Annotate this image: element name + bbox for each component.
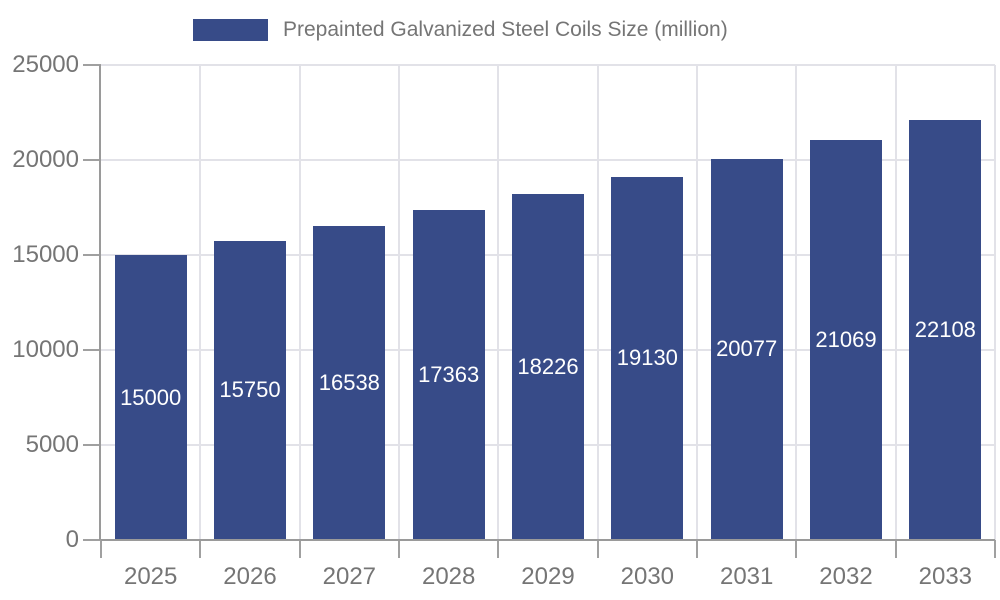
bar-value-label: 19130 — [616, 345, 678, 371]
y-axis-tick-label: 5000 — [25, 431, 79, 458]
bar — [313, 225, 386, 540]
y-axis-tick — [83, 254, 101, 256]
x-axis-tick-label: 2028 — [421, 563, 476, 590]
x-axis-tick — [994, 540, 996, 558]
h-gridline — [101, 159, 995, 161]
v-gridline — [398, 65, 400, 540]
bar — [214, 240, 286, 540]
x-axis-line — [101, 539, 995, 541]
y-axis-line — [99, 65, 101, 540]
x-axis-tick — [696, 540, 698, 558]
y-axis-tick-label: 15000 — [12, 241, 79, 268]
x-axis-tick — [298, 540, 301, 558]
x-axis-tick-label: 2031 — [719, 563, 774, 590]
bar-value-label: 22108 — [914, 316, 976, 342]
bar — [710, 158, 783, 540]
legend-label: Prepainted Galvanized Steel Coils Size (… — [283, 18, 728, 41]
x-axis-tick-label: 2025 — [123, 563, 178, 590]
bar — [114, 255, 187, 540]
v-gridline — [497, 65, 500, 540]
bar — [909, 119, 982, 540]
x-axis-tick — [100, 540, 102, 558]
y-axis-tick-label: 20000 — [12, 146, 79, 173]
bar — [611, 176, 684, 540]
bar-value-label: 15000 — [120, 384, 182, 410]
y-axis-tick — [83, 444, 101, 446]
y-axis-tick — [83, 539, 101, 541]
v-gridline — [298, 65, 301, 540]
x-axis-tick-label: 2033 — [918, 563, 973, 590]
v-gridline — [596, 65, 599, 540]
bar — [512, 193, 584, 540]
y-axis-tick-label: 10000 — [12, 336, 79, 363]
y-axis-tick — [83, 64, 101, 66]
bar — [810, 139, 882, 540]
v-gridline — [795, 65, 798, 540]
x-axis-tick — [894, 540, 897, 558]
bar-value-label: 18226 — [517, 353, 579, 379]
y-axis-tick — [83, 349, 101, 351]
legend-swatch — [193, 19, 268, 41]
bar-value-label: 15750 — [219, 377, 281, 403]
legend: Prepainted Galvanized Steel Coils Size (… — [193, 18, 728, 42]
bar-value-label: 17363 — [418, 362, 480, 388]
y-axis-tick-label: 0 — [65, 526, 79, 553]
x-axis-tick — [199, 540, 202, 558]
y-axis-tick-label: 25000 — [12, 51, 79, 78]
v-gridline — [696, 65, 698, 540]
x-axis-tick-label: 2029 — [521, 563, 575, 590]
v-gridline — [994, 65, 996, 540]
y-axis-tick — [83, 159, 101, 161]
bar — [412, 210, 485, 540]
x-axis-tick — [497, 540, 500, 558]
v-gridline — [894, 65, 897, 540]
x-axis-tick-label: 2026 — [223, 563, 277, 590]
v-gridline — [199, 65, 202, 540]
bar-value-label: 21069 — [815, 326, 877, 352]
bar-value-label: 16538 — [318, 369, 380, 395]
h-gridline — [101, 64, 995, 66]
x-axis-tick-label: 2027 — [322, 563, 377, 590]
x-axis-tick-label: 2032 — [819, 563, 873, 590]
x-axis-tick — [596, 540, 599, 558]
bar-value-label: 20077 — [716, 336, 778, 362]
x-axis-tick — [398, 540, 400, 558]
x-axis-tick — [795, 540, 798, 558]
x-axis-tick-label: 2030 — [620, 563, 675, 590]
